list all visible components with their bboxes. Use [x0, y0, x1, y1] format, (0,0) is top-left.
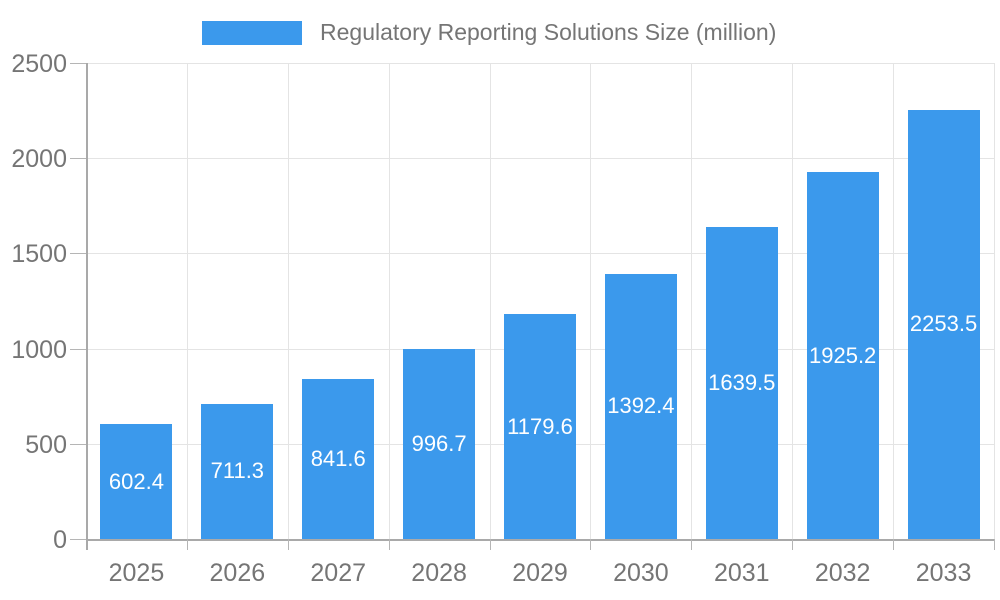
bar-2025[interactable]: 602.4 — [100, 424, 173, 539]
x-tick-label-2029: 2029 — [512, 559, 568, 587]
bar-value-label-2033: 2253.5 — [909, 311, 978, 337]
y-gridline-2000 — [86, 158, 994, 160]
y-tick-1500 — [70, 253, 86, 255]
bar-2033[interactable]: 2253.5 — [907, 109, 980, 539]
x-tick-label-2025: 2025 — [108, 559, 165, 587]
x-gridline-1 — [186, 63, 188, 539]
x-tick-2029 — [590, 539, 592, 550]
bar-value-label-2029: 1179.6 — [507, 413, 573, 439]
x-tick-label-2032: 2032 — [814, 559, 871, 587]
x-gridline-7 — [792, 63, 794, 539]
y-tick-label-500: 500 — [25, 430, 67, 459]
x-tick-2033 — [994, 539, 995, 550]
legend-item[interactable]: Regulatory Reporting Solutions Size (mil… — [202, 19, 776, 46]
y-gridline-1500 — [86, 253, 994, 255]
x-tick-2028 — [489, 539, 491, 550]
bar-value-label-2032: 1925.2 — [809, 342, 877, 368]
y-tick-label-1000: 1000 — [11, 335, 67, 364]
bar-2029[interactable]: 1179.6 — [504, 314, 576, 539]
y-tick-label-1500: 1500 — [11, 240, 67, 269]
y-tick-label-2500: 2500 — [11, 50, 67, 78]
x-tick-2032 — [893, 539, 895, 550]
y-tick-0 — [70, 539, 86, 540]
x-tick-2031 — [792, 539, 794, 550]
x-gridline-4 — [489, 63, 491, 539]
x-tick-2030 — [691, 539, 693, 550]
x-tick-label-2027: 2027 — [310, 559, 367, 587]
x-tick-2026 — [287, 539, 289, 550]
x-tick-label-2030: 2030 — [613, 559, 669, 587]
x-tick-label-2033: 2033 — [915, 559, 972, 587]
x-gridline-8 — [893, 63, 895, 539]
y-tick-500 — [70, 443, 86, 445]
x-tick-2025 — [186, 539, 188, 550]
y-tick-1000 — [70, 348, 86, 350]
x-tick-label-2028: 2028 — [411, 559, 467, 587]
bar-2031[interactable]: 1639.5 — [705, 226, 778, 539]
legend-swatch — [202, 20, 302, 45]
bar-value-label-2025: 602.4 — [108, 468, 164, 494]
bar-2026[interactable]: 711.3 — [201, 403, 274, 539]
x-gridline-3 — [388, 63, 390, 539]
x-gridline-5 — [590, 63, 592, 539]
x-gridline-9 — [994, 63, 995, 539]
y-tick-label-2000: 2000 — [11, 145, 67, 174]
y-gridline-2500 — [86, 63, 994, 64]
x-axis-line — [86, 539, 994, 541]
y-tick-label-0: 0 — [53, 526, 67, 554]
x-gridline-2 — [287, 63, 289, 539]
bar-2030[interactable]: 1392.4 — [604, 273, 677, 539]
y-axis-line — [86, 63, 88, 550]
x-gridline-6 — [691, 63, 693, 539]
bar-2032[interactable]: 1925.2 — [806, 172, 879, 539]
x-tick-label-2031: 2031 — [713, 559, 770, 587]
bar-value-label-2028: 996.7 — [411, 431, 467, 457]
legend-label: Regulatory Reporting Solutions Size (mil… — [320, 19, 777, 45]
y-tick-2500 — [70, 63, 86, 64]
x-tick-label-2026: 2026 — [209, 559, 266, 587]
bar-2027[interactable]: 841.6 — [302, 378, 375, 539]
bar-2028[interactable]: 996.7 — [403, 349, 476, 539]
bar-value-label-2031: 1639.5 — [708, 369, 776, 395]
x-tick-2027 — [388, 539, 390, 550]
bar-value-label-2027: 841.6 — [310, 445, 366, 471]
bar-value-label-2030: 1392.4 — [607, 393, 675, 419]
y-tick-2000 — [70, 158, 86, 160]
bar-value-label-2026: 711.3 — [210, 458, 265, 484]
